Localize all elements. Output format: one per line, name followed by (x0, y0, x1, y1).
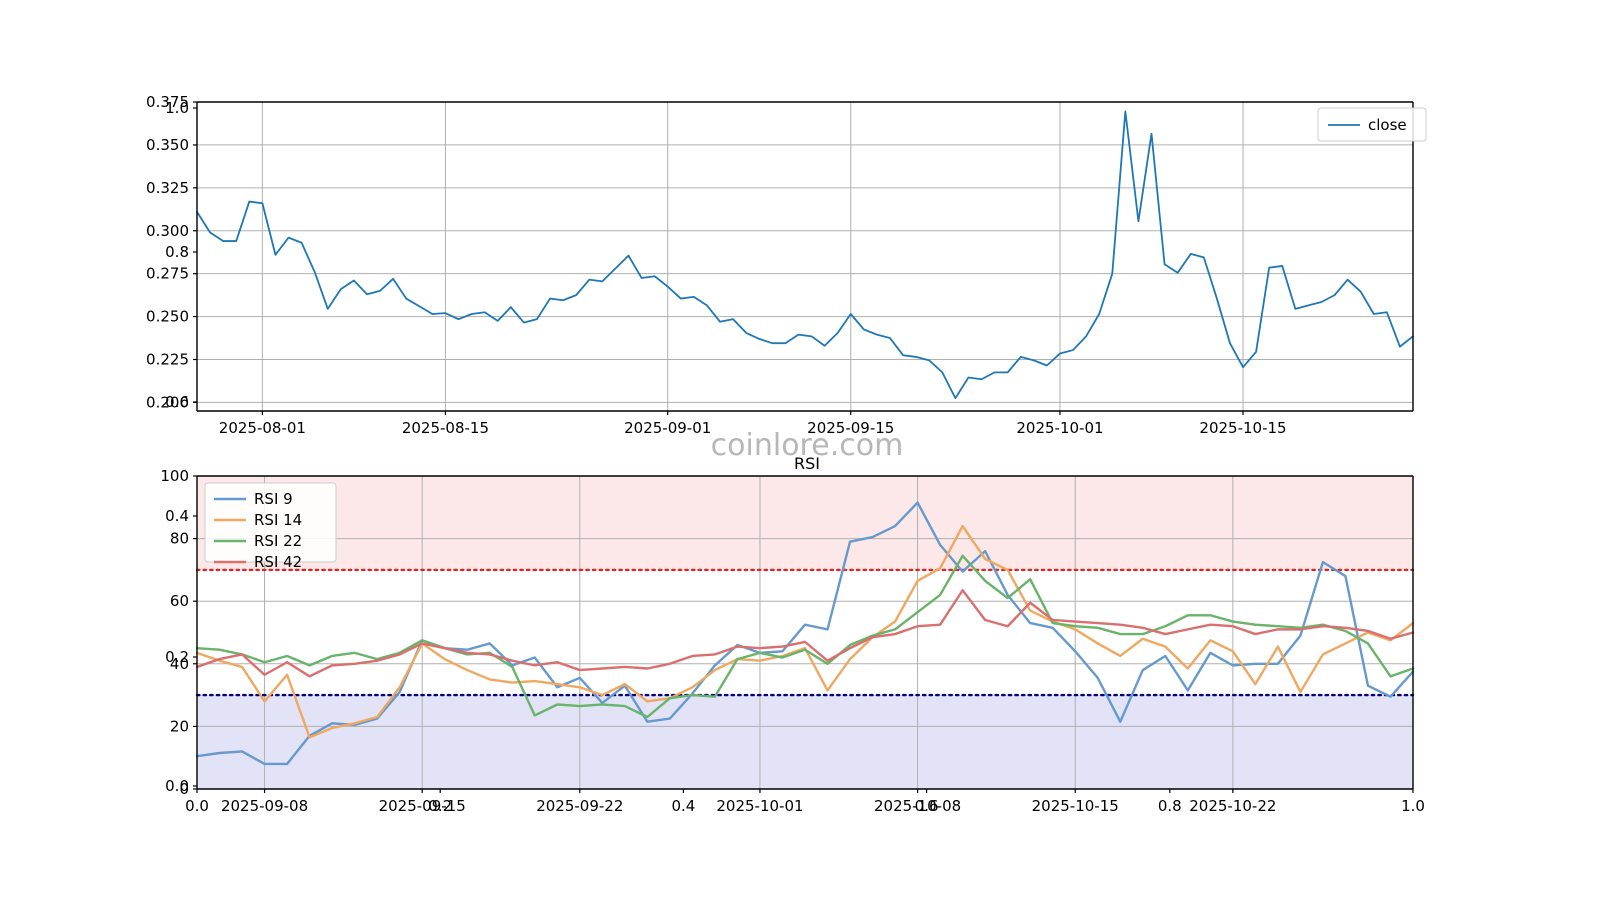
rsi-x-secondary-tick-label: 0.6 (915, 797, 939, 815)
price-axis-spines (196, 101, 1414, 412)
rsi-x-secondary-tick-label: 0.2 (428, 797, 452, 815)
rsi-legend-label: RSI 42 (254, 553, 302, 571)
price-y-secondary-tick-label: 0.6 (165, 393, 189, 411)
rsi-y-tick-label: 80 (170, 530, 189, 548)
rsi-x-secondary-tick-label: 0.8 (1158, 797, 1182, 815)
rsi-x-tick-label: 2025-09-15 (379, 797, 466, 815)
rsi-legend[interactable]: RSI 9 RSI 14 RSI 22 RSI 42 (204, 482, 337, 571)
rsi-x-secondary-tick-label: 0.0 (185, 797, 209, 815)
price-y-tick-label: 0.250 (146, 308, 189, 326)
rsi-threshold-bands (197, 476, 1413, 789)
price-x-tick-label: 2025-10-01 (1016, 419, 1103, 437)
rsi-line-rsi-42 (195, 589, 1415, 678)
price-x-tick-label: 2025-09-01 (624, 419, 711, 437)
price-y-tick-label: 0.275 (146, 265, 189, 283)
price-x-tick-label: 2025-08-01 (219, 419, 306, 437)
price-legend[interactable]: close (1317, 107, 1427, 142)
rsi-threshold-band (197, 695, 1413, 789)
price-y-tick-label: 0.325 (146, 179, 189, 197)
rsi-x-tick-label: 2025-10-15 (1032, 797, 1119, 815)
watermark-label: coinlore.com (711, 428, 904, 463)
rsi-x-secondary-tick-label: 1.0 (1401, 797, 1425, 815)
price-y-axis-secondary-ticks: 0.6 0.8 1.0 (165, 99, 197, 411)
price-line-close (196, 110, 1414, 400)
price-x-tick-label: 2025-10-15 (1199, 419, 1286, 437)
price-y-tick-label: 0.300 (146, 222, 189, 240)
price-x-axis-ticks: 2025-08-01 2025-08-15 2025-09-01 2025-09-15… (219, 411, 1287, 437)
rsi-legend-label: RSI 9 (254, 490, 293, 508)
price-series-group (196, 110, 1414, 400)
rsi-line-rsi-9 (195, 501, 1415, 766)
price-y-secondary-tick-label: 1.0 (165, 99, 189, 117)
rsi-x-tick-label: 2025-10-22 (1189, 797, 1276, 815)
price-y-tick-label: 0.200 (146, 393, 189, 411)
price-y-tick-label: 0.350 (146, 136, 189, 154)
rsi-x-tick-label: 2025-10-01 (716, 797, 803, 815)
rsi-y-tick-label: 60 (170, 592, 189, 610)
rsi-x-tick-label: 2025-09-08 (221, 797, 308, 815)
price-y-secondary-tick-label: 0.8 (165, 243, 189, 261)
rsi-y-tick-label: 20 (170, 717, 189, 735)
rsi-legend-label: RSI 14 (254, 511, 302, 529)
rsi-y-tick-label: 100 (160, 467, 189, 485)
rsi-series-group (195, 501, 1415, 766)
rsi-y-secondary-tick-label: 0.4 (165, 507, 189, 525)
rsi-y-axis-ticks: 0 20 40 60 80 100 (160, 467, 197, 798)
price-y-tick-label: 0.225 (146, 351, 189, 369)
price-legend-box[interactable] (1317, 107, 1427, 142)
price-x-tick-label: 2025-09-15 (807, 419, 894, 437)
rsi-line-rsi-14 (195, 524, 1415, 739)
rsi-x-tick-label: 2025-10-08 (874, 797, 961, 815)
rsi-threshold-lines (195, 568, 1415, 697)
rsi-panel-title: RSI (794, 454, 820, 473)
rsi-axis-spines (196, 475, 1414, 790)
rsi-y-tick-label: 0 (179, 780, 189, 798)
rsi-y-axis-secondary-ticks: 0.0 0.2 0.4 (165, 507, 197, 795)
price-legend-label: close (1368, 116, 1407, 134)
rsi-threshold-band (197, 476, 1413, 570)
rsi-y-tick-label: 40 (170, 655, 189, 673)
rsi-x-axis-ticks: 2025-09-08 2025-09-15 2025-09-22 2025-10-01… (221, 789, 1276, 815)
rsi-x-tick-label: 2025-09-22 (536, 797, 623, 815)
price-y-tick-label: 0.375 (146, 93, 189, 111)
rsi-legend-label: RSI 22 (254, 532, 302, 550)
price-chart-panel: 0.200 0.225 0.250 0.275 0.300 0.325 0.350 0.375… (146, 93, 1427, 437)
rsi-y-secondary-tick-label: 0.2 (165, 648, 189, 666)
rsi-line-rsi-22 (195, 554, 1415, 719)
rsi-x-axis-secondary-ticks: 0.0 0.2 0.4 0.6 0.8 1.0 (185, 789, 1425, 815)
rsi-y-secondary-tick-label: 0.0 (165, 777, 189, 795)
rsi-x-secondary-tick-label: 0.4 (671, 797, 695, 815)
price-x-tick-label: 2025-08-15 (402, 419, 489, 437)
